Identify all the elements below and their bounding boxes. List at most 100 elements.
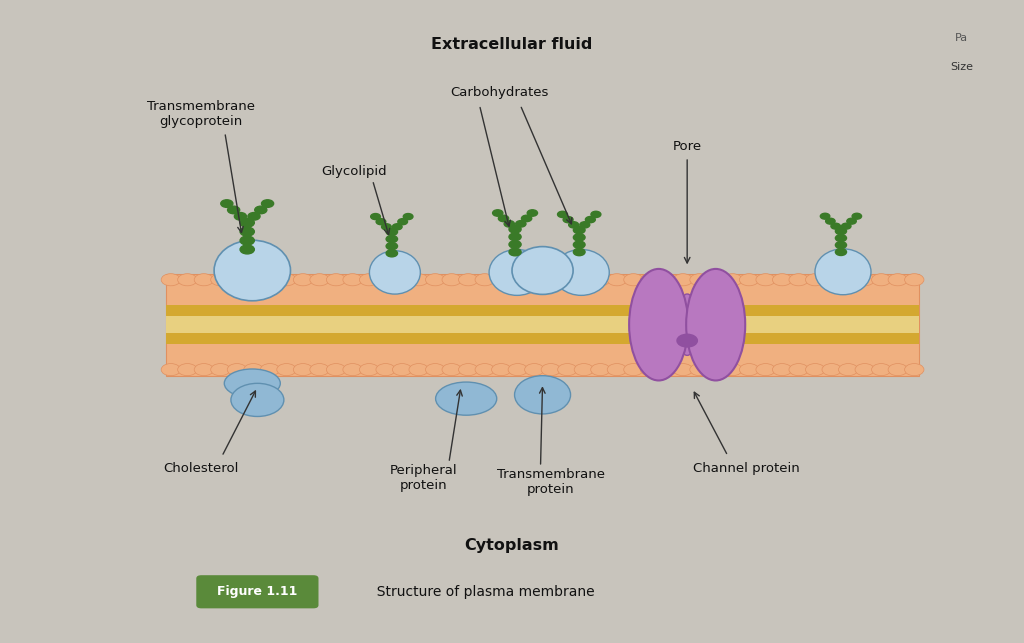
Ellipse shape [370,251,420,294]
Circle shape [806,363,825,376]
Circle shape [640,274,659,285]
Circle shape [276,363,296,376]
Circle shape [855,274,874,285]
Circle shape [557,212,567,217]
Circle shape [161,274,180,285]
Circle shape [656,274,676,285]
Circle shape [475,363,495,376]
Ellipse shape [512,247,573,294]
Circle shape [563,217,573,222]
Circle shape [772,363,792,376]
Circle shape [707,363,726,376]
Circle shape [376,274,395,285]
Circle shape [524,363,544,376]
Circle shape [674,363,692,376]
Circle shape [527,210,538,216]
Ellipse shape [224,369,281,397]
Circle shape [739,363,759,376]
Circle shape [836,235,847,242]
Circle shape [842,223,851,229]
Circle shape [591,363,610,376]
Text: Extracellular fluid: Extracellular fluid [431,37,593,51]
Circle shape [248,213,260,220]
Circle shape [739,274,759,285]
Circle shape [822,363,842,376]
Text: Cholesterol: Cholesterol [164,462,239,475]
Circle shape [371,213,380,220]
Circle shape [888,363,907,376]
Circle shape [524,274,544,285]
Circle shape [839,274,858,285]
Circle shape [386,249,397,257]
Circle shape [836,249,847,255]
Ellipse shape [686,269,745,381]
Circle shape [677,334,697,347]
Circle shape [221,200,232,207]
Bar [166,274,920,376]
Circle shape [343,363,362,376]
Circle shape [806,274,825,285]
Circle shape [607,363,627,376]
Circle shape [382,224,391,230]
Circle shape [227,363,247,376]
Circle shape [276,274,296,285]
Circle shape [573,233,585,241]
Circle shape [573,241,585,248]
Circle shape [847,218,856,224]
Circle shape [260,363,280,376]
Circle shape [836,242,847,249]
Circle shape [234,213,247,220]
Circle shape [492,274,511,285]
Circle shape [756,274,775,285]
Circle shape [227,274,247,285]
Circle shape [574,363,594,376]
Circle shape [855,363,874,376]
Circle shape [541,274,560,285]
Circle shape [310,363,329,376]
Circle shape [674,274,692,285]
Circle shape [558,274,577,285]
Ellipse shape [230,383,284,417]
Bar [166,316,920,334]
Text: Channel protein: Channel protein [693,462,800,475]
Circle shape [359,274,379,285]
Text: Cytoplasm: Cytoplasm [465,538,559,554]
Circle shape [327,274,346,285]
Text: Peripheral
protein: Peripheral protein [389,464,457,492]
Circle shape [240,245,254,254]
Text: Transmembrane
glycoprotein: Transmembrane glycoprotein [147,100,255,129]
Circle shape [574,274,594,285]
Circle shape [426,363,444,376]
Circle shape [492,363,511,376]
Circle shape [509,240,521,248]
Circle shape [836,228,847,235]
Ellipse shape [676,294,698,356]
Text: Pore: Pore [673,140,701,152]
Circle shape [195,363,214,376]
Circle shape [195,274,214,285]
Circle shape [392,224,402,230]
Circle shape [475,274,495,285]
Circle shape [825,218,836,224]
Ellipse shape [629,269,688,381]
Circle shape [591,212,601,217]
Circle shape [904,363,924,376]
Circle shape [211,274,230,285]
Circle shape [178,363,197,376]
Circle shape [656,363,676,376]
Circle shape [772,274,792,285]
Circle shape [573,248,585,256]
Circle shape [591,274,610,285]
Ellipse shape [489,249,545,295]
Circle shape [508,274,527,285]
Circle shape [830,223,841,229]
Ellipse shape [435,382,497,415]
Ellipse shape [553,249,609,295]
Circle shape [508,363,527,376]
Circle shape [573,226,585,233]
Text: Size: Size [950,62,973,72]
Circle shape [398,219,408,224]
Circle shape [211,363,230,376]
Text: Transmembrane
protein: Transmembrane protein [497,468,605,496]
Circle shape [624,274,643,285]
